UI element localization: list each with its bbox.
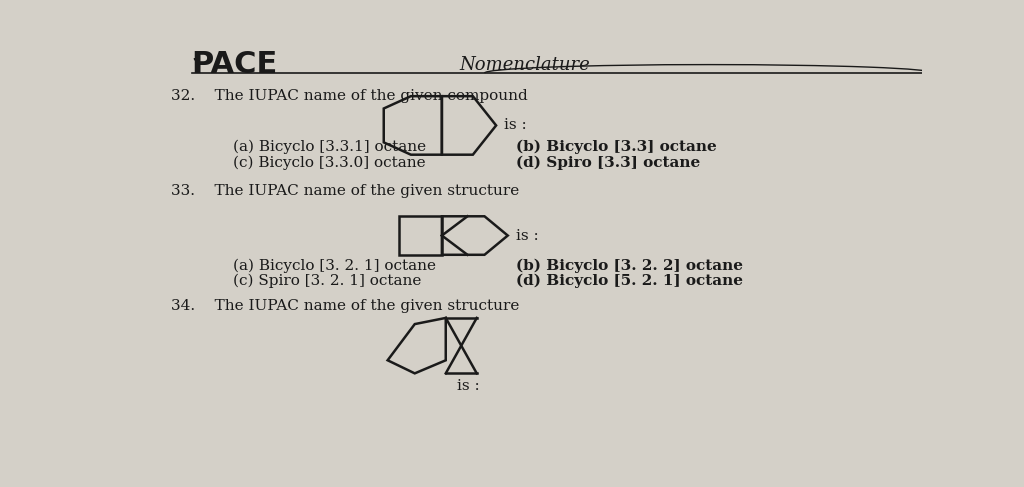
Text: (d) Bicyclo [5. 2. 1] octane: (d) Bicyclo [5. 2. 1] octane (515, 274, 742, 288)
Text: (d) Spiro [3.3] octane: (d) Spiro [3.3] octane (515, 155, 699, 169)
Text: is :: is : (515, 228, 539, 243)
Text: is :: is : (504, 118, 526, 132)
Text: (a) Bicyclo [3. 2. 1] octane: (a) Bicyclo [3. 2. 1] octane (232, 259, 435, 273)
Text: PACE: PACE (191, 50, 278, 79)
Text: Nomenclature: Nomenclature (460, 56, 590, 74)
Text: 34.    The IUPAC name of the given structure: 34. The IUPAC name of the given structur… (171, 300, 519, 313)
Text: 33.    The IUPAC name of the given structure: 33. The IUPAC name of the given structur… (171, 184, 519, 198)
Text: (c) Spiro [3. 2. 1] octane: (c) Spiro [3. 2. 1] octane (232, 274, 421, 288)
Text: (b) Bicyclo [3.3] octane: (b) Bicyclo [3.3] octane (515, 140, 716, 154)
Text: is :: is : (458, 379, 480, 393)
Text: (a) Bicyclo [3.3.1] octane: (a) Bicyclo [3.3.1] octane (232, 140, 426, 154)
Text: (b) Bicyclo [3. 2. 2] octane: (b) Bicyclo [3. 2. 2] octane (515, 259, 742, 273)
Text: 32.    The IUPAC name of the given compound: 32. The IUPAC name of the given compound (171, 89, 527, 103)
Text: (c) Bicyclo [3.3.0] octane: (c) Bicyclo [3.3.0] octane (232, 155, 425, 169)
